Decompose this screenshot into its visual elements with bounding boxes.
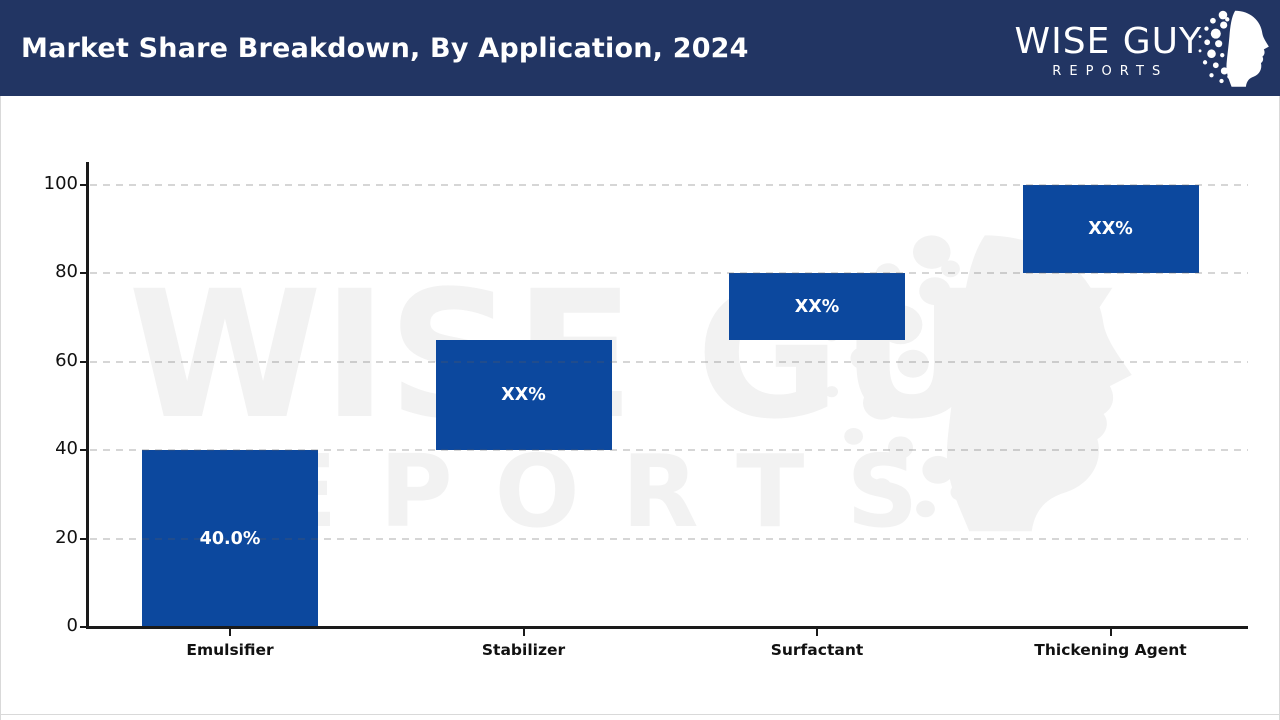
bar-surfactant xyxy=(729,273,905,340)
y-tick-mark xyxy=(80,184,88,186)
bar-value-label: 40.0% xyxy=(199,528,261,549)
y-tick-mark xyxy=(80,449,88,452)
chart-title: Market Share Breakdown, By Application, … xyxy=(21,32,749,64)
logo-text: WISE GUY REPORTS xyxy=(1014,21,1203,80)
header-bar: Market Share Breakdown, By Application, … xyxy=(0,0,1280,96)
logo-subtext: REPORTS xyxy=(1052,64,1169,79)
x-category-label: Emulsifier xyxy=(186,641,274,659)
x-tick-mark xyxy=(816,628,818,636)
grid-line xyxy=(90,449,1248,452)
y-tick-label: 80 xyxy=(55,261,78,283)
grid-line xyxy=(90,272,1248,275)
y-tick-mark xyxy=(80,626,88,628)
y-tick-mark xyxy=(80,537,88,540)
x-category-label: Stabilizer xyxy=(481,641,566,659)
y-tick-label: 0 xyxy=(66,615,78,636)
y-tick-mark xyxy=(80,360,88,363)
bar-stabilizer xyxy=(435,339,612,451)
logo-wordmark: WISE GUY xyxy=(1014,21,1202,62)
y-tick-label: 60 xyxy=(55,349,78,371)
y-tick-label: 20 xyxy=(55,526,78,548)
bar-value-label: XX% xyxy=(794,296,840,317)
x-category-label: Thickening Agent xyxy=(1034,641,1187,659)
x-tick-mark xyxy=(522,628,525,636)
wiseguy-logo: WISE GUY REPORTS xyxy=(1015,0,1280,96)
bar-emulsifier xyxy=(142,450,318,627)
page-border-left xyxy=(0,96,1,720)
page-border-bottom xyxy=(0,714,1280,715)
grid-line xyxy=(90,360,1248,363)
y-axis xyxy=(86,162,89,629)
grid-line xyxy=(90,537,1248,540)
x-axis xyxy=(86,626,1248,629)
y-tick-mark xyxy=(80,272,88,275)
x-category-label: Surfactant xyxy=(770,641,864,659)
x-tick-mark xyxy=(1109,628,1112,636)
wiseguy-head-icon xyxy=(1198,10,1269,87)
y-tick-label: 100 xyxy=(43,173,78,194)
plot-area: 0 20 40 60 80 100 40.0% Emulsifier XX% Stabilizer… xyxy=(0,96,1280,720)
x-tick-mark xyxy=(229,628,231,636)
bar-value-label: XX% xyxy=(1088,219,1133,240)
grid-line xyxy=(90,184,1248,186)
bar-value-label: XX% xyxy=(501,384,546,405)
bar-thickening-agent xyxy=(1022,185,1199,274)
y-tick-label: 40 xyxy=(55,438,78,460)
